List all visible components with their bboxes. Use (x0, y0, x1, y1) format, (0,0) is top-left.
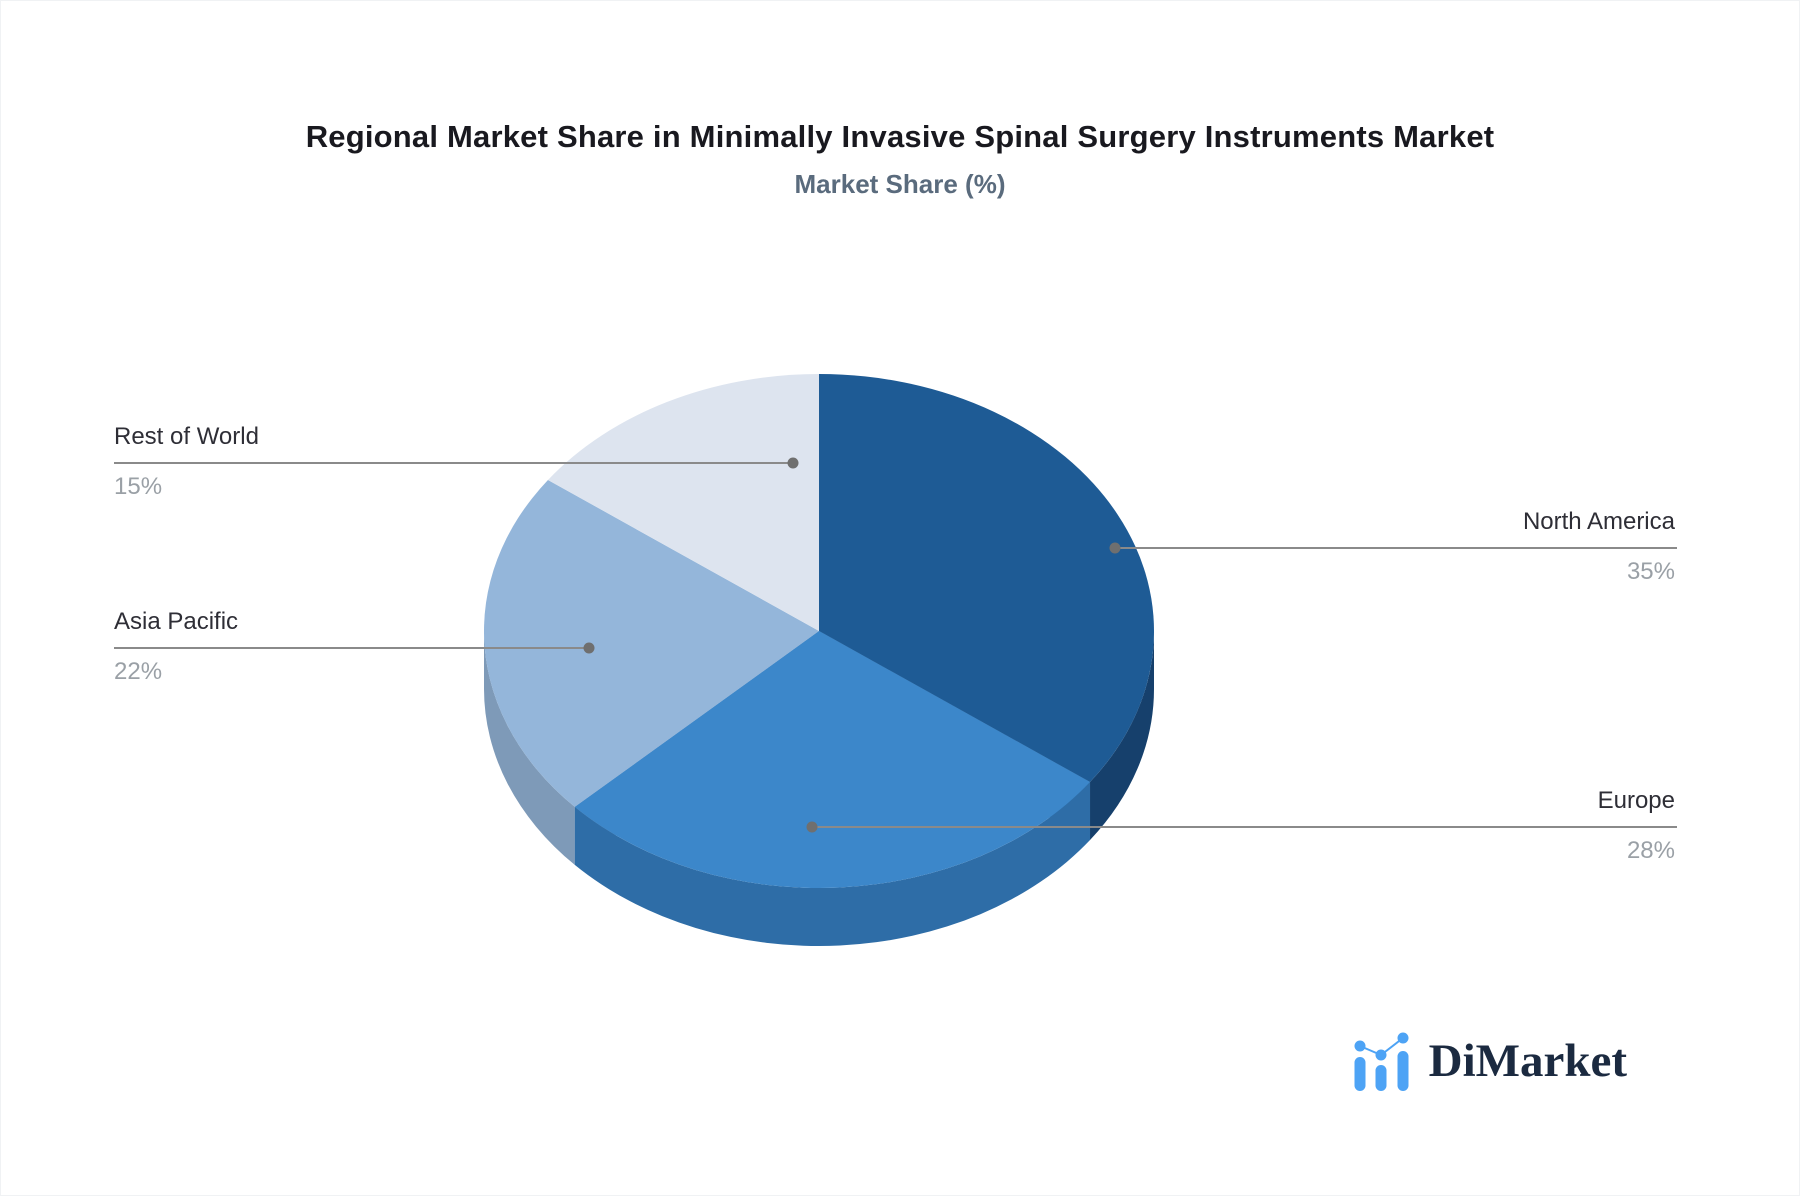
chart-title: Regional Market Share in Minimally Invas… (305, 119, 1495, 154)
logo-text: DiMarket (1428, 1035, 1627, 1087)
brand-logo[interactable]: DiMarket (1353, 1029, 1627, 1093)
leader-dot-europe (806, 821, 818, 833)
segment-value-north-america: 35% (1626, 558, 1675, 585)
segment-label-asia-pacific: Asia Pacific (114, 608, 239, 635)
pie-slice-north-america[interactable] (819, 374, 1154, 783)
segment-label-north-america: North America (1522, 508, 1675, 535)
leader-dot-asia-pacific (583, 642, 595, 654)
pie-slice-asia-pacific[interactable] (484, 479, 819, 807)
segment-label-rest-of-world: Rest of World (114, 423, 259, 450)
pie-slice-europe[interactable] (574, 631, 1091, 889)
bar-chart-icon (1354, 1032, 1409, 1091)
pie-rim-asia-pacific (484, 631, 575, 865)
leader-dot-rest-of-world (787, 457, 799, 469)
segment-label-europe: Europe (1597, 787, 1675, 814)
pie-rim-north-america (1090, 631, 1154, 841)
pie-slice-rest-of-world[interactable] (547, 374, 819, 631)
segment-value-europe: 28% (1626, 837, 1675, 864)
segment-value-asia-pacific: 22% (114, 658, 163, 685)
chart-subtitle: Market Share (%) (794, 169, 1006, 199)
pie-rim-europe (574, 782, 1091, 947)
segment-value-rest-of-world: 15% (114, 473, 163, 500)
leader-dot-north-america (1109, 542, 1121, 554)
